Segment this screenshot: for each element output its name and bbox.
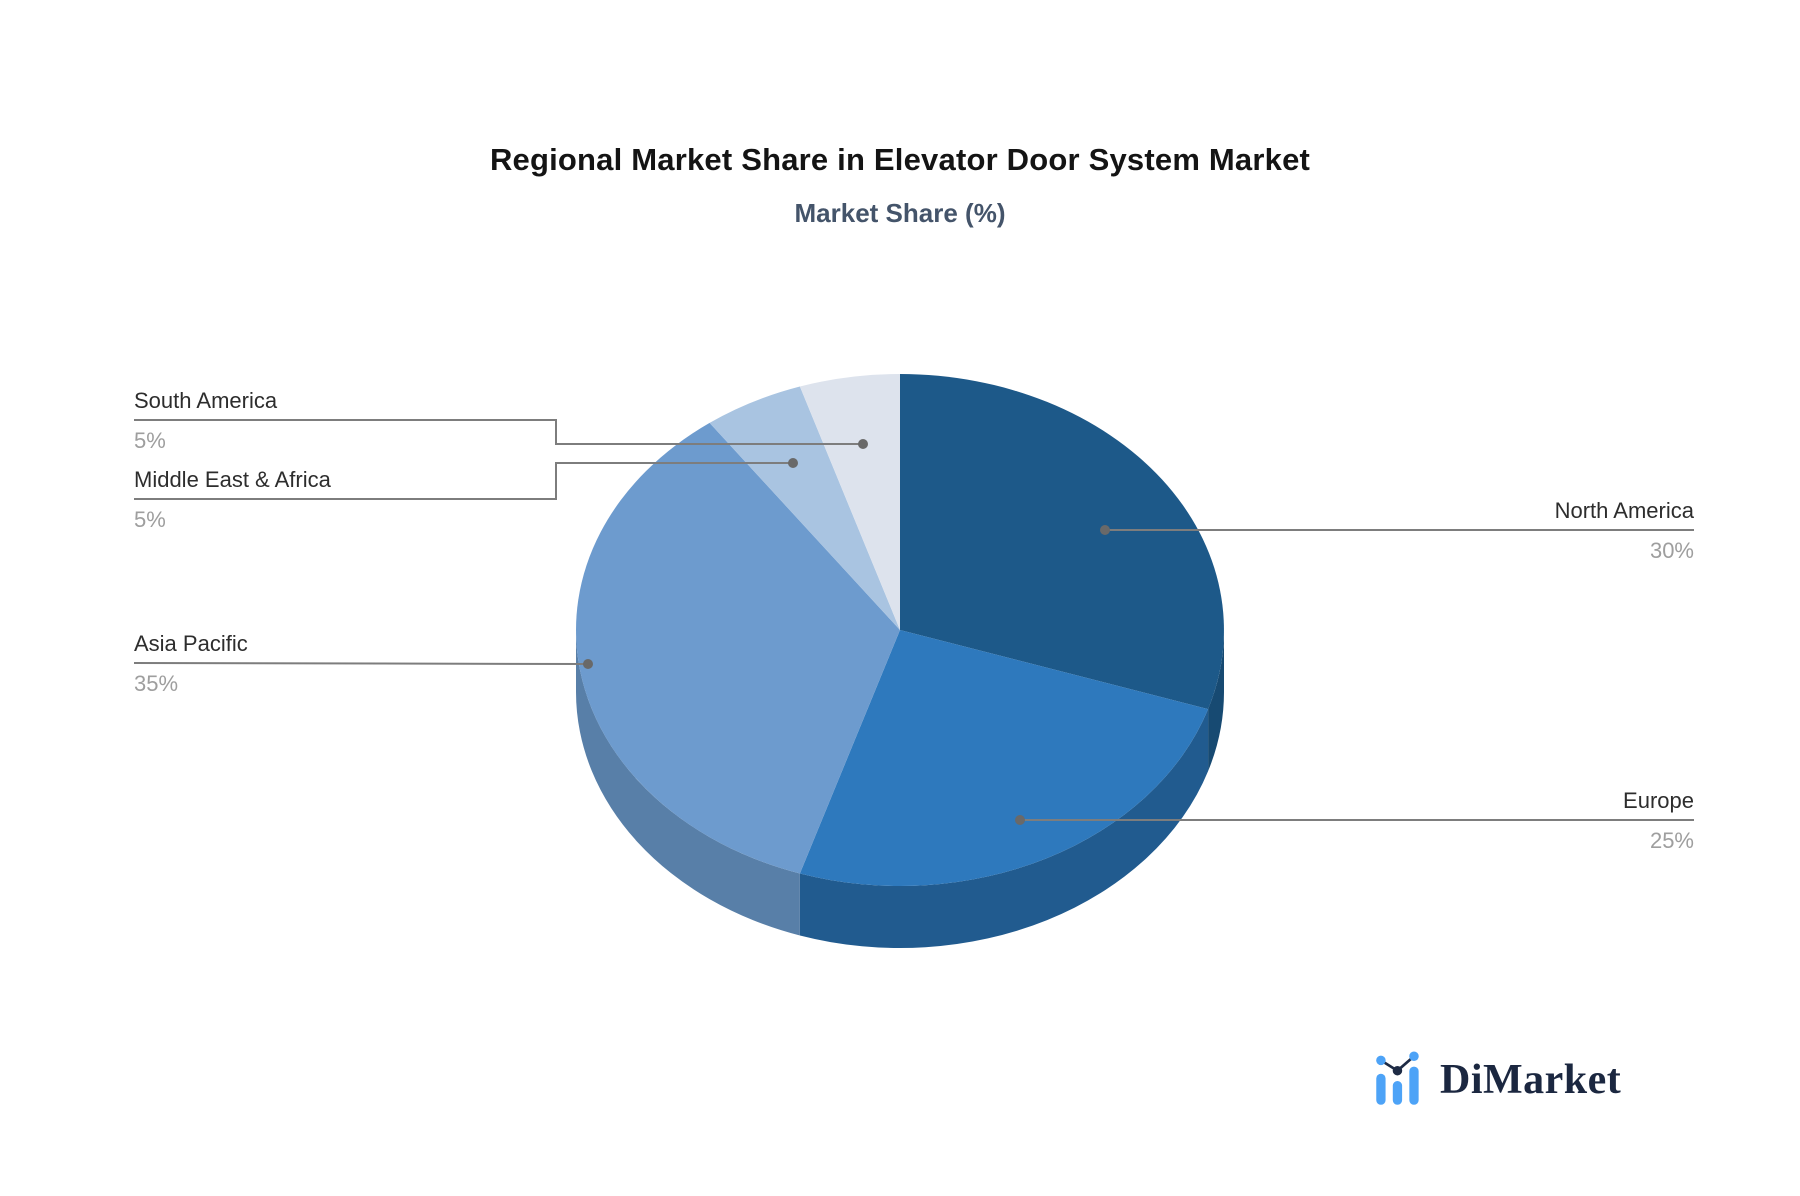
leader-dot-asia-pacific <box>583 659 593 669</box>
leader-dots <box>583 439 1110 825</box>
leader-line-middle-east-africa <box>134 462 793 500</box>
leader-dot-north-america <box>1100 525 1110 535</box>
leader-line-south-america <box>134 419 863 445</box>
pct-north-america: 30% <box>1649 538 1694 563</box>
pie-slice-middle-east-africa[interactable] <box>709 386 900 631</box>
brand-logo: DiMarket <box>1368 1042 1621 1118</box>
chart-title: Regional Market Share in Elevator Door S… <box>489 142 1311 177</box>
pct-asia-pacific: 35% <box>134 671 179 696</box>
pie-slice-side-europe[interactable] <box>799 709 1209 949</box>
pct-middle-east-africa: 5% <box>134 507 166 532</box>
pie-slices <box>576 373 1224 949</box>
label-europe: Europe <box>1623 788 1694 813</box>
chart-subtitle: Market Share (%) <box>794 198 1006 228</box>
brand-logo-text: DiMarket <box>1440 1057 1622 1103</box>
pct-europe: 25% <box>1649 828 1694 853</box>
pie-slice-north-america[interactable] <box>900 374 1224 710</box>
leader-dot-south-america <box>858 439 868 449</box>
leader-line-asia-pacific <box>133 662 589 665</box>
leader-lines <box>133 419 1694 821</box>
pie-slice-asia-pacific[interactable] <box>576 422 900 874</box>
label-south-america: South America <box>134 388 278 413</box>
pct-south-america: 5% <box>134 428 166 453</box>
brand-chart-icon <box>1376 1051 1419 1105</box>
pie-slice-south-america[interactable] <box>799 373 900 630</box>
label-asia-pacific: Asia Pacific <box>134 631 248 656</box>
pie-slice-side-asia-pacific[interactable] <box>576 630 800 936</box>
label-middle-east-africa: Middle East & Africa <box>134 467 331 492</box>
label-north-america: North America <box>1554 498 1694 523</box>
leader-dot-middle-east-africa <box>788 458 798 468</box>
pie-slice-side-north-america[interactable] <box>1208 630 1224 772</box>
pie-slice-europe[interactable] <box>799 630 1209 887</box>
leader-dot-europe <box>1015 815 1025 825</box>
